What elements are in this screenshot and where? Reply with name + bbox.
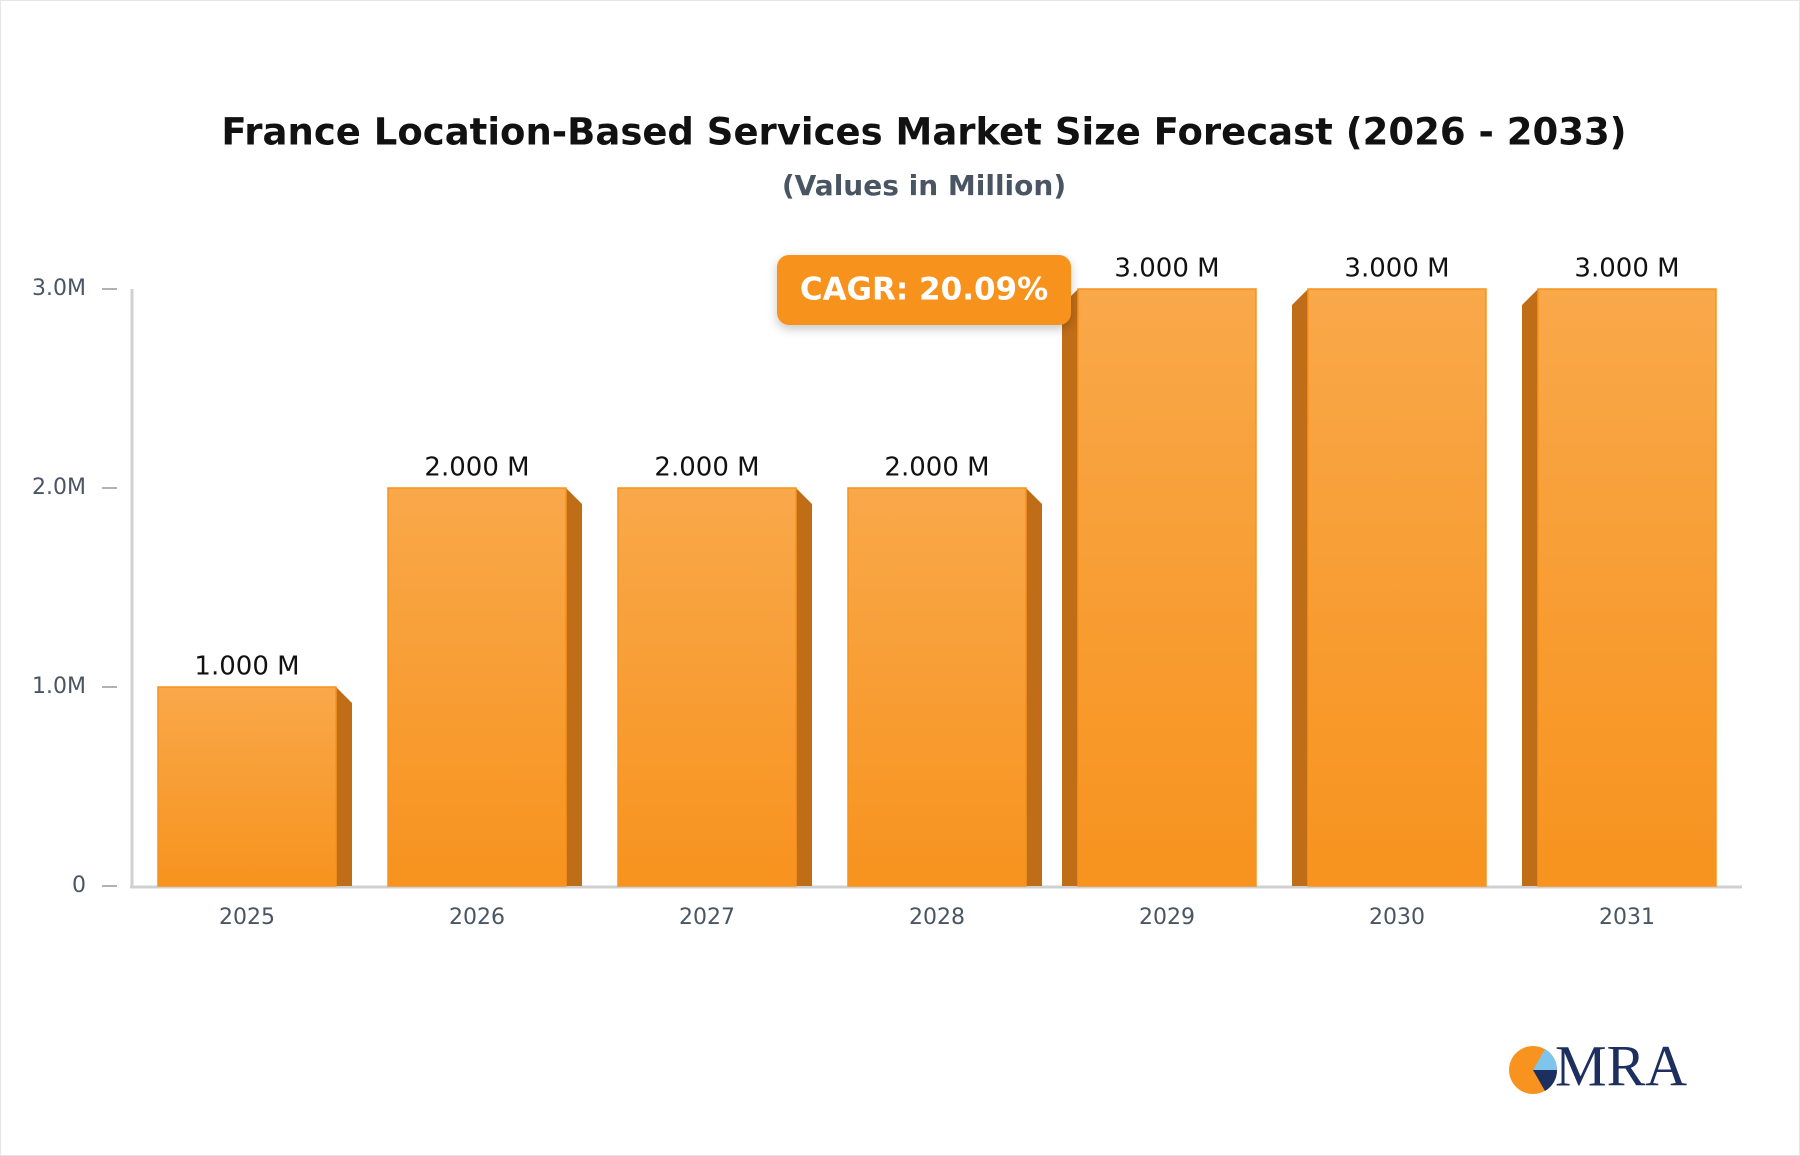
bar — [157, 686, 337, 887]
cagr-label: CAGR: 20.09% — [800, 272, 1048, 308]
bar — [617, 487, 797, 887]
bar-side — [1062, 289, 1078, 886]
bar — [1077, 288, 1257, 887]
y-tick-label: 3.0M — [32, 276, 86, 301]
x-tick-label: 2031 — [1599, 905, 1655, 930]
bar — [1307, 288, 1487, 887]
bar-side — [1026, 488, 1042, 886]
value-label: 1.000 M — [194, 652, 299, 682]
chart-subtitle: (Values in Million) — [782, 169, 1066, 202]
bar — [387, 487, 567, 887]
bars: 1.000 M 2.000 M 2.000 M 2.000 M 3.000 M 3.000… — [157, 254, 1717, 887]
x-tick-label: 2028 — [909, 905, 965, 930]
y-tick-label: 2.0M — [32, 475, 86, 500]
bar-side — [1292, 289, 1308, 886]
value-label: 2.000 M — [884, 453, 989, 483]
cagr-box — [777, 255, 1071, 325]
value-label: 3.000 M — [1114, 254, 1219, 284]
value-label: 3.000 M — [1574, 254, 1679, 284]
value-label: 2.000 M — [654, 453, 759, 483]
y-tick-label: 1.0M — [32, 674, 86, 699]
x-tick-label: 2030 — [1369, 905, 1425, 930]
chart-title: France Location-Based Services Market Si… — [221, 111, 1626, 154]
value-label: 2.000 M — [424, 453, 529, 483]
logo-slice — [1533, 1049, 1558, 1070]
logo: MRA — [1509, 1033, 1687, 1098]
bar-side — [336, 687, 352, 886]
logo-text: MRA — [1555, 1033, 1687, 1098]
y-tick-label: 0 — [72, 873, 86, 898]
cagr-badge: CAGR: 20.09% — [777, 255, 1071, 325]
x-tick-label: 2029 — [1139, 905, 1195, 930]
x-tick-label: 2025 — [219, 905, 275, 930]
value-label: 3.000 M — [1344, 254, 1449, 284]
bar-side — [1522, 289, 1538, 886]
bar-side — [796, 488, 812, 886]
bar — [1537, 288, 1717, 887]
logo-slice — [1533, 1070, 1558, 1091]
x-tick-label: 2027 — [679, 905, 735, 930]
x-tick-label: 2026 — [449, 905, 505, 930]
bar — [847, 487, 1027, 887]
bar-side — [566, 488, 582, 886]
